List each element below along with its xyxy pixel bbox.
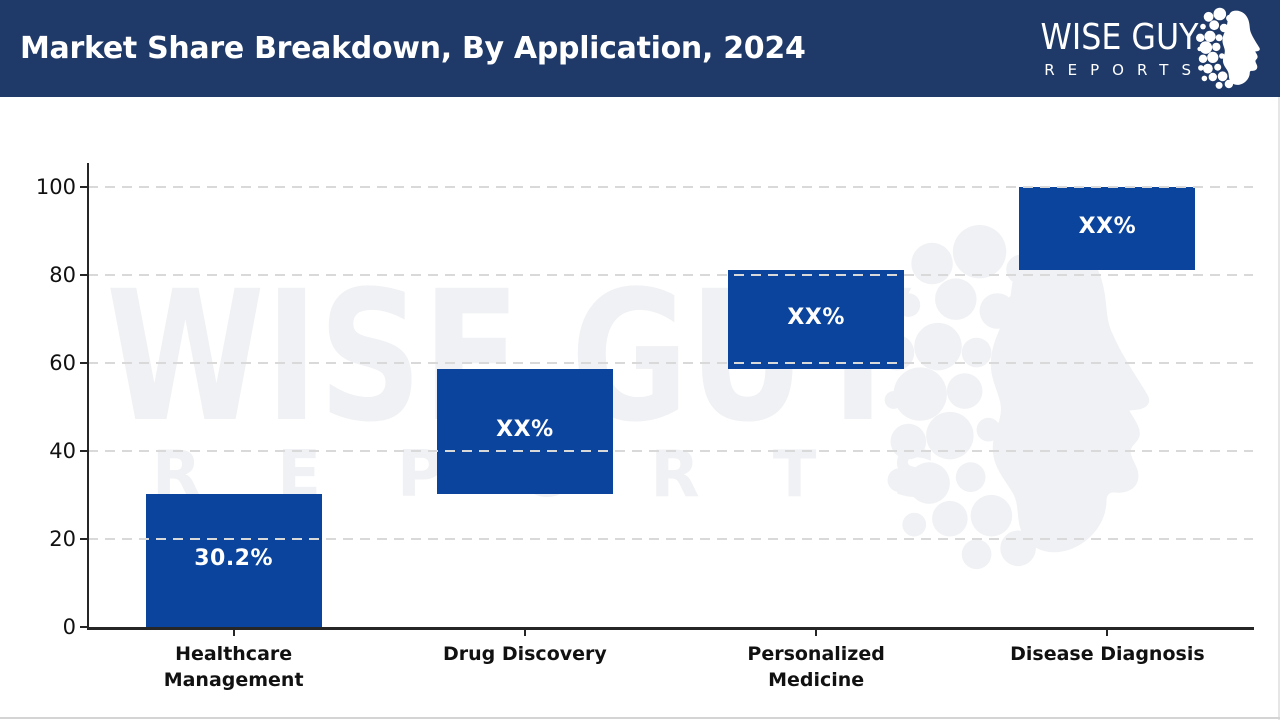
bar-value-label-3: XX% [787,304,845,330]
grid-line-20 [88,538,1253,540]
y-tick-mark-40 [80,450,87,452]
bar-value-label-1: 30.2% [194,545,274,571]
wise-guy-head-icon [1196,7,1260,89]
x-tick-label-4: Disease Diagnosis [1010,643,1205,665]
y-tick-label-0: 0 [62,615,76,639]
y-axis-spine [86,163,89,629]
y-tick-label-100: 100 [35,175,76,199]
bar-value-label-2: XX% [496,416,554,442]
y-tick-label-80: 80 [49,263,76,287]
x-tick-label-3: Personalized Medicine [747,643,885,691]
x-tick-label-2: Drug Discovery [442,643,607,665]
page-right-edge [1278,97,1280,720]
bar-1 [145,494,322,627]
x-tick-mark-3 [815,629,818,636]
bar-value-label-4: XX% [1078,213,1137,239]
grid-line-100 [88,186,1253,188]
page-title: Market Share Breakdown, By Application, … [20,31,806,66]
logo-subtext: REPORTS [1044,61,1204,79]
x-tick-mark-1 [232,629,235,636]
y-tick-mark-0 [80,626,87,628]
y-tick-label-60: 60 [49,351,76,375]
y-tick-label-40: 40 [49,439,76,463]
y-tick-mark-100 [80,186,87,188]
x-tick-label-1: Healthcare Management [163,643,304,691]
logo-wordmark: WISE GUY [1040,17,1198,58]
x-tick-mark-4 [1106,629,1109,636]
bar-2 [436,369,613,495]
y-tick-mark-60 [80,362,87,364]
plot-area: 0 20 40 60 80 100 30.2% Healthcare Management XX… [0,97,1280,720]
y-tick-mark-80 [80,274,87,276]
x-axis-spine [86,627,1254,630]
bar-3 [728,270,905,370]
bar-4 [1019,187,1196,271]
page-bottom-edge [0,717,1280,719]
x-tick-mark-2 [523,629,526,636]
grid-line-60 [88,362,1253,364]
grid-line-40 [88,450,1253,452]
grid-line-80 [88,274,1253,276]
wise-guy-logo: WISE GUY REPORTS [1030,0,1270,97]
y-tick-mark-20 [80,538,87,540]
y-tick-label-20: 20 [49,527,76,551]
header-band: Market Share Breakdown, By Application, … [0,0,1280,97]
